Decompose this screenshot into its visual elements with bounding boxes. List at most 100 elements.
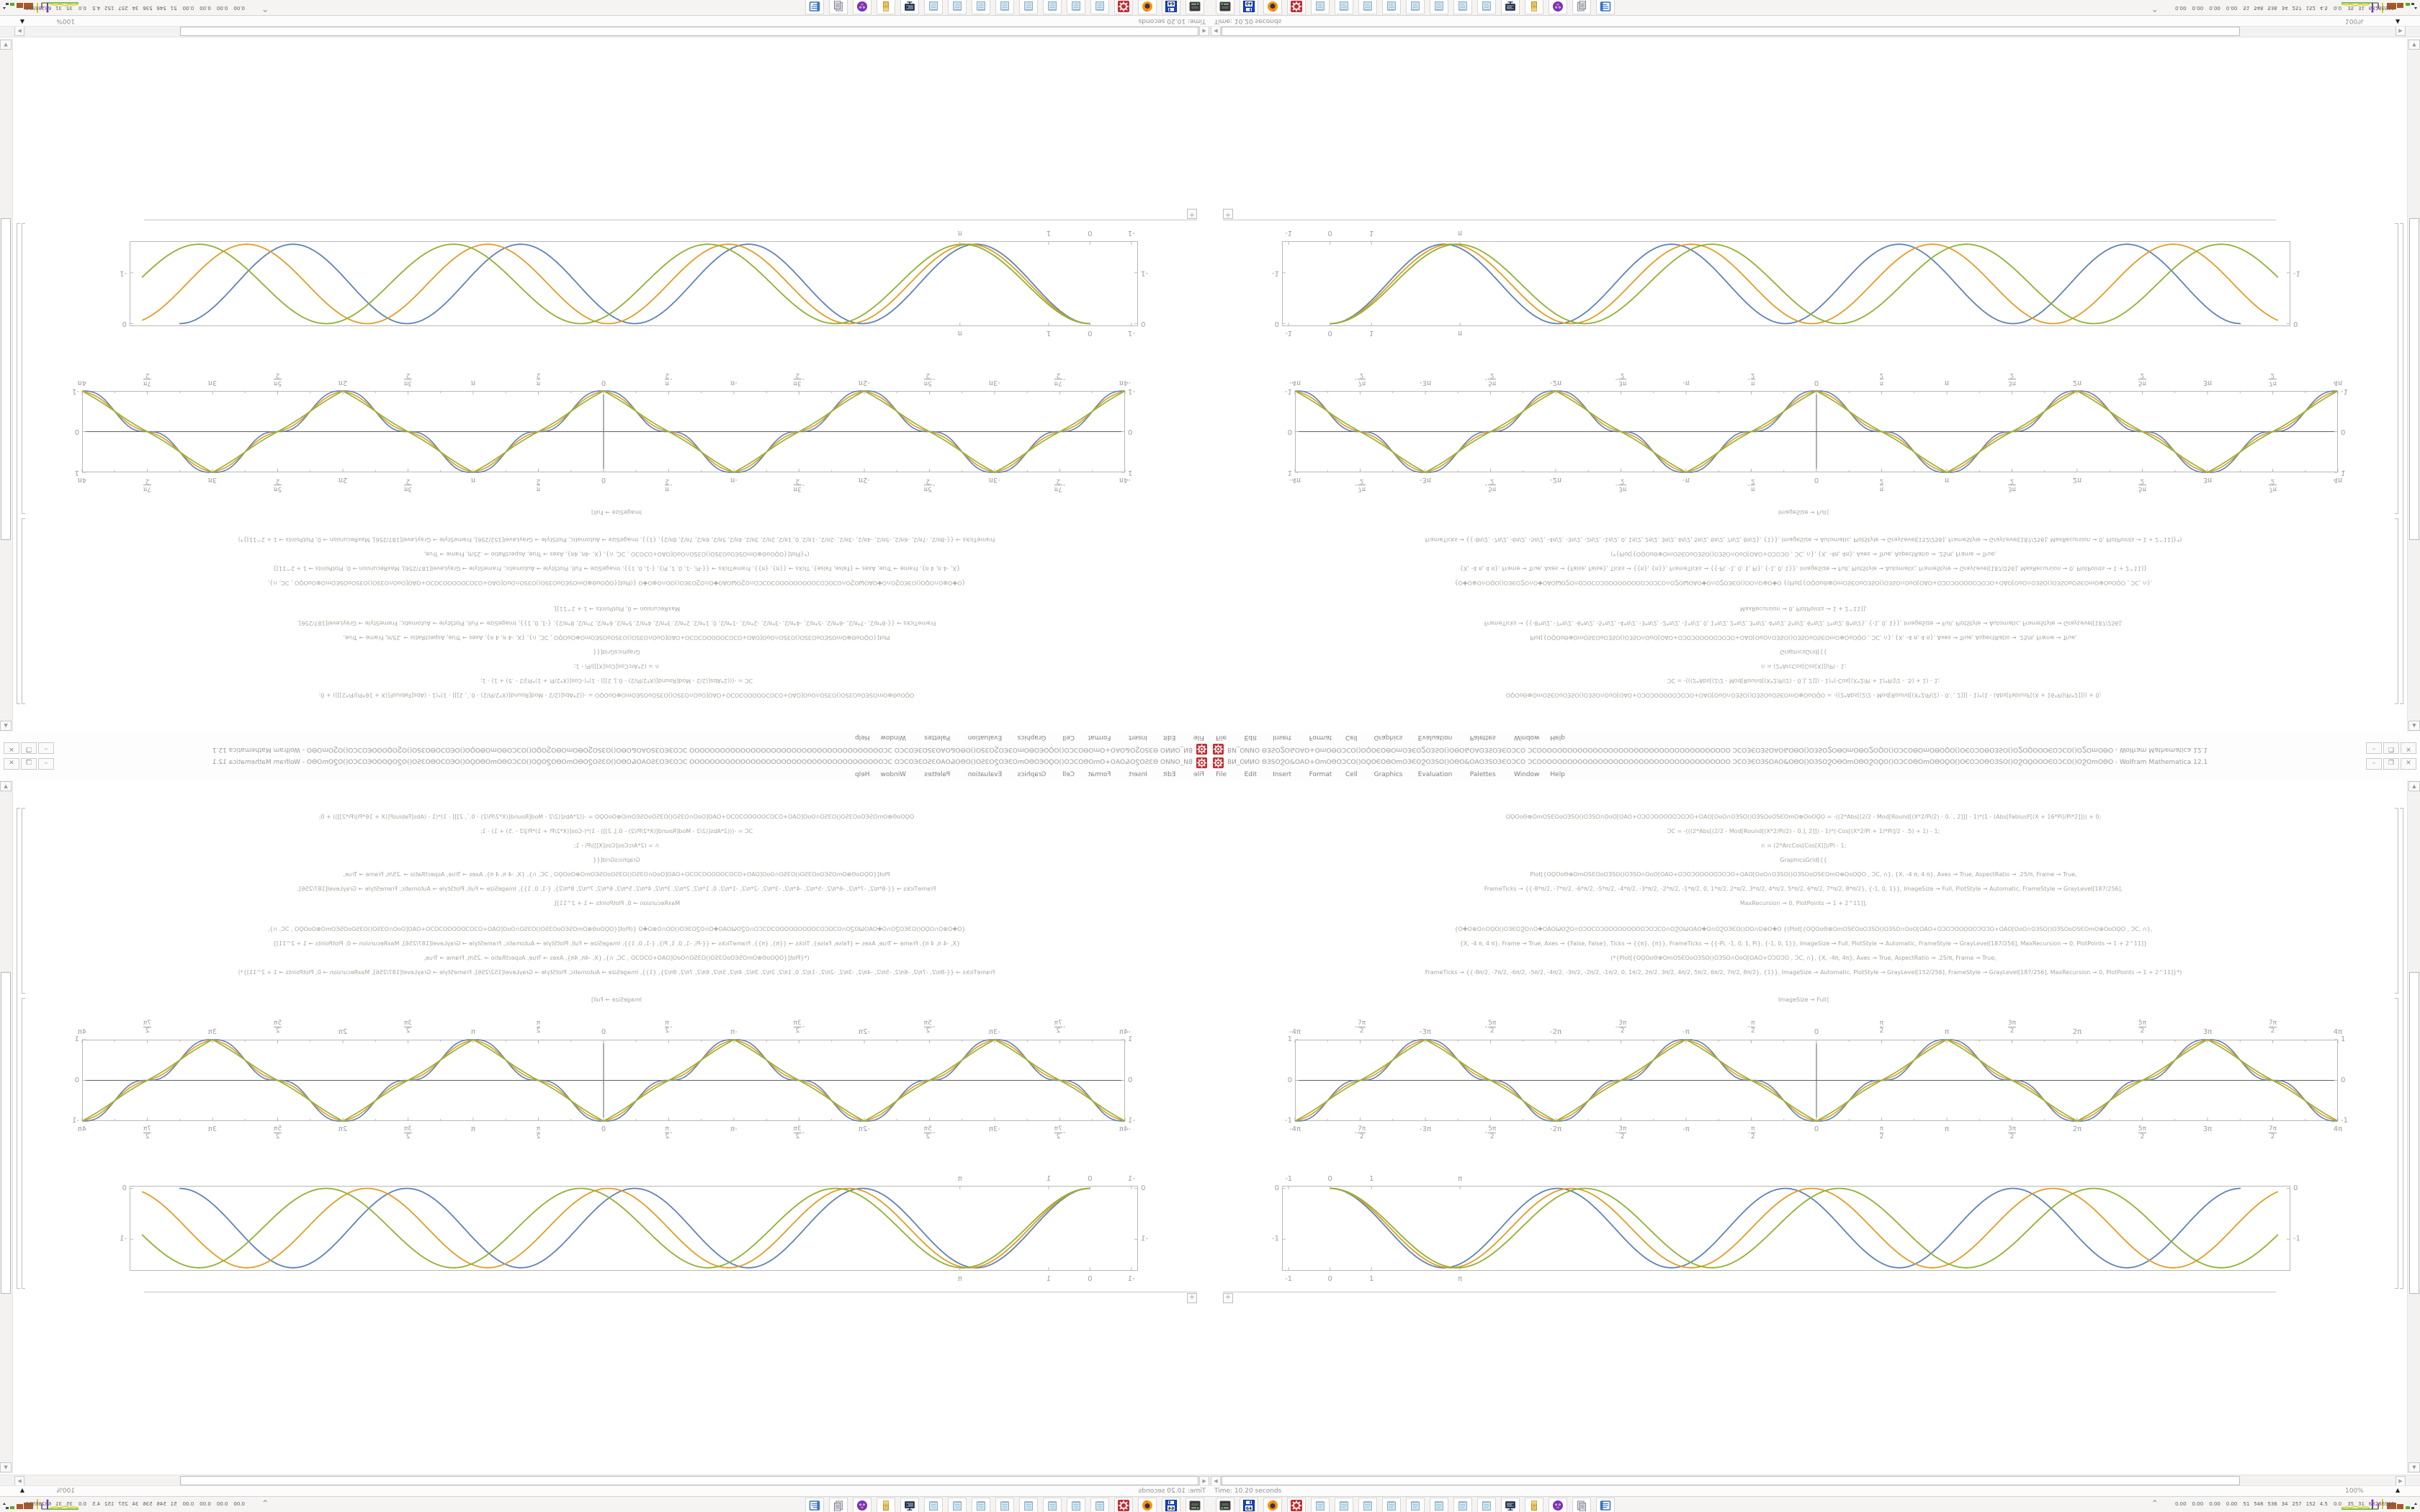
horizontal-scroll-thumb[interactable] <box>1222 27 2240 36</box>
menu-item-help[interactable]: Help <box>855 771 870 778</box>
taskbar-icon-gear-red[interactable] <box>1287 1498 1306 1512</box>
code-line[interactable]: Plot[{ΟϘΟοΘ⊕ΟmΟЅЄΟοΟЗЅΟ()ΟЗЅΟ∩ΟοΟ[ΟΑΟ+ΟϽ… <box>343 871 890 878</box>
menu-item-evaluation[interactable]: Evaluation <box>967 734 1003 741</box>
close-button[interactable]: ✕ <box>4 758 19 770</box>
scroll-right-icon[interactable]: ▶ <box>2396 1476 2406 1486</box>
taskbar-icon-ghost-purple[interactable] <box>853 1498 871 1512</box>
taskbar-icon-notepad[interactable] <box>1477 1498 1496 1512</box>
scroll-down-icon[interactable]: ▼ <box>2408 40 2420 50</box>
taskbar-icon-notepad[interactable] <box>1311 0 1330 14</box>
scroll-up-icon[interactable]: ▲ <box>2408 781 2420 791</box>
menu-item-edit[interactable]: Edit <box>1244 734 1258 741</box>
taskbar-icon-documents-gray[interactable] <box>829 0 848 14</box>
taskbar-icon-notepad[interactable] <box>948 0 967 14</box>
magnification-caret-icon[interactable]: ▲ <box>19 19 24 25</box>
code-line[interactable]: ImageSize → Full] <box>1778 509 1829 516</box>
taskbar-icon-notepad[interactable] <box>1019 1498 1038 1512</box>
output-cell-bracket[interactable] <box>2395 998 2398 1289</box>
scroll-down-icon[interactable]: ▼ <box>0 40 12 50</box>
scroll-left-icon[interactable]: ◀ <box>1199 1476 1209 1486</box>
menu-item-edit[interactable]: Edit <box>1162 734 1176 741</box>
code-line[interactable]: ϽϹ = -(((2*Abs[(2/2 - Mod[Round[(X*2/Pi/… <box>480 828 753 834</box>
taskbar-icon-notepad[interactable] <box>1406 0 1425 14</box>
window-titlebar[interactable]: ВИ_ОИИО ΘЗЅΟϨΟ&ΟΑΟ+ΟmΟΘΟϽϹΟ()ΟϘΟЄΟΘΟmΟЗЄ… <box>0 756 1210 771</box>
menu-item-format[interactable]: Format <box>1309 771 1332 778</box>
taskbar-icon-notepad[interactable] <box>924 1498 943 1512</box>
code-line[interactable]: {Ο✚Ο⊕Ο∩ΟϘΟ()ΟЗЄΟϨΟ∩Ο✚ΟΑΟѠΟϨΟ∩ΟϽΟϹΟϽΟΟΟΟΟ… <box>1454 926 2153 932</box>
code-line[interactable]: MaxRecursion → 0, PlotPoints → 1 + 2^11]… <box>1739 606 1868 612</box>
code-line[interactable]: MaxRecursion → 0, PlotPoints → 1 + 2^11]… <box>552 900 681 906</box>
input-cell-bracket[interactable] <box>2395 518 2398 704</box>
taskbar-icon-app-blue[interactable] <box>805 1498 824 1512</box>
scroll-down-icon[interactable]: ▼ <box>2408 1462 2420 1472</box>
scroll-up-icon[interactable]: ▲ <box>2408 721 2420 731</box>
scroll-up-icon[interactable]: ▲ <box>0 721 12 731</box>
taskbar-icon-notepad[interactable] <box>948 1498 967 1512</box>
cell-insert-plus-button[interactable]: + <box>1187 209 1197 219</box>
scroll-right-icon[interactable]: ▶ <box>14 26 24 36</box>
taskbar-icon-ghost-purple[interactable] <box>1549 1498 1567 1512</box>
code-line[interactable]: GraphicsGrid[{{ <box>593 857 640 863</box>
code-line[interactable]: MaxRecursion → 0, PlotPoints → 1 + 2^11]… <box>1739 900 1868 906</box>
menu-item-file[interactable]: File <box>1216 734 1227 741</box>
vertical-scroll-thumb[interactable] <box>1 972 11 1294</box>
code-line[interactable]: ∩ = (2*ArcCos[Cos[X]])/Pi - 1; <box>1760 663 1847 670</box>
horizontal-scrollbar[interactable]: ◀ ▶ <box>1210 26 2420 37</box>
menu-item-help[interactable]: Help <box>1550 771 1565 778</box>
output-cell-bracket[interactable] <box>2395 223 2398 514</box>
taskbar-icon-monitor[interactable] <box>900 1498 919 1512</box>
code-line[interactable]: FrameTicks → {{-8*π/2, -7*π/2, -6*π/2, -… <box>297 620 936 626</box>
vertical-scrollbar[interactable]: ▲ ▼ <box>0 780 13 1473</box>
code-line[interactable]: {X, -4 π, 4 π}, Frame → True, Axes → {Fa… <box>1459 940 2148 947</box>
taskbar-icon-folder-yellow[interactable] <box>877 0 895 14</box>
taskbar-icon-notepad[interactable] <box>1382 0 1401 14</box>
code-line[interactable]: (*{Plot[{ΟϘΟοΘ⊕ΟmΟЅЄΟοΟЗЅΟ()ΟЗЅΟ∩ΟοΟ[ΟΑΟ… <box>1610 955 1996 961</box>
menu-item-cell[interactable]: Cell <box>1062 734 1075 741</box>
code-line[interactable]: FrameTicks → {{-8π/2, -7π/2, -6π/2, -5π/… <box>1425 536 2182 543</box>
taskbar-icon-floppy-64[interactable]: 64 <box>1240 0 1258 14</box>
code-line[interactable]: FrameTicks → {{-8π/2, -7π/2, -6π/2, -5π/… <box>238 536 995 543</box>
scroll-up-icon[interactable]: ▲ <box>0 781 12 791</box>
code-line[interactable]: Plot[{ΟϘΟοΘ⊕ΟmΟЅЄΟοΟЗЅΟ()ΟЗЅΟ∩ΟοΟ[ΟΑΟ+ΟϽ… <box>1530 871 2077 878</box>
taskbar-icon-notepad[interactable] <box>1335 0 1353 14</box>
menu-item-graphics[interactable]: Graphics <box>1017 734 1047 741</box>
taskbar-icon-ghost-purple[interactable] <box>1549 0 1567 14</box>
taskbar-icon-floppy-64[interactable]: 64 <box>1162 0 1180 14</box>
menu-item-window[interactable]: Window <box>880 771 907 778</box>
taskbar-icon-notepad[interactable] <box>1090 0 1109 14</box>
taskbar-icon-notepad[interactable] <box>1430 1498 1448 1512</box>
menu-item-insert[interactable]: Insert <box>1128 734 1147 741</box>
code-line[interactable]: Plot[{ΟϘΟοΘ⊕ΟmΟЅЄΟοΟЗЅΟ()ΟЗЅΟ∩ΟοΟ[ΟΑΟ+ΟϽ… <box>343 634 890 641</box>
taskbar-icon-monitor[interactable] <box>1501 1498 1520 1512</box>
code-line[interactable]: (*{Plot[{ΟϘΟοΘ⊕ΟmΟЅЄΟοΟЗЅΟ()ΟЗЅΟ∩ΟοΟ[ΟΑΟ… <box>424 551 810 557</box>
taskbar-icon-drive-green[interactable] <box>1186 0 1204 14</box>
taskbar-icon-firefox[interactable] <box>1138 0 1157 14</box>
code-line[interactable]: GraphicsGrid[{{ <box>1780 857 1827 863</box>
restore-button[interactable]: ❐ <box>2383 742 2399 754</box>
scroll-left-icon[interactable]: ◀ <box>1199 26 1209 36</box>
taskbar-icon-notepad[interactable] <box>972 1498 990 1512</box>
taskbar-icon-ghost-purple[interactable] <box>853 0 871 14</box>
vertical-scroll-thumb[interactable] <box>1 218 11 540</box>
menu-item-insert[interactable]: Insert <box>1273 771 1292 778</box>
code-line[interactable]: GraphicsGrid[{{ <box>1780 649 1827 655</box>
restore-button[interactable]: ❐ <box>21 742 37 754</box>
taskbar-icon-notepad[interactable] <box>995 1498 1014 1512</box>
taskbar-icon-gear-red[interactable] <box>1287 0 1306 14</box>
menu-item-graphics[interactable]: Graphics <box>1373 734 1403 741</box>
horizontal-scroll-thumb[interactable] <box>180 27 1198 36</box>
magnification-caret-icon[interactable]: ▲ <box>2396 19 2401 25</box>
code-line[interactable]: {Ο✚Ο⊕Ο∩ΟϘΟ()ΟЗЄΟϨΟ∩Ο✚ΟΑΟѠΟϨΟ∩ΟϽΟϹΟϽΟΟΟΟΟ… <box>1454 580 2153 586</box>
vertical-scrollbar[interactable]: ▲ ▼ <box>2407 780 2420 1473</box>
window-titlebar[interactable]: ВИ_ОИИО ΘЗЅΟϨΟ&ΟΑΟ+ΟmΟΘΟϽϹΟ()ΟϘΟЄΟΘΟmΟЗЄ… <box>1210 756 2420 771</box>
code-line[interactable]: ϽϹ = -(((2*Abs[(2/2 - Mod[Round[(X*2/Pi/… <box>1667 828 1940 834</box>
taskbar-icon-folder-yellow[interactable] <box>877 1498 895 1512</box>
close-button[interactable]: ✕ <box>2401 758 2416 770</box>
scroll-right-icon[interactable]: ▶ <box>2396 26 2406 36</box>
code-line[interactable]: FrameTicks → {{-8π/2, -7π/2, -6π/2, -5π/… <box>1425 969 2182 976</box>
menu-item-evaluation[interactable]: Evaluation <box>1417 734 1453 741</box>
menu-item-help[interactable]: Help <box>1550 734 1565 741</box>
code-line[interactable]: ∩ = (2*ArcCos[Cos[X]])/Pi - 1; <box>573 663 660 670</box>
menu-item-format[interactable]: Format <box>1088 734 1111 741</box>
vertical-scrollbar[interactable]: ▲ ▼ <box>0 39 13 732</box>
